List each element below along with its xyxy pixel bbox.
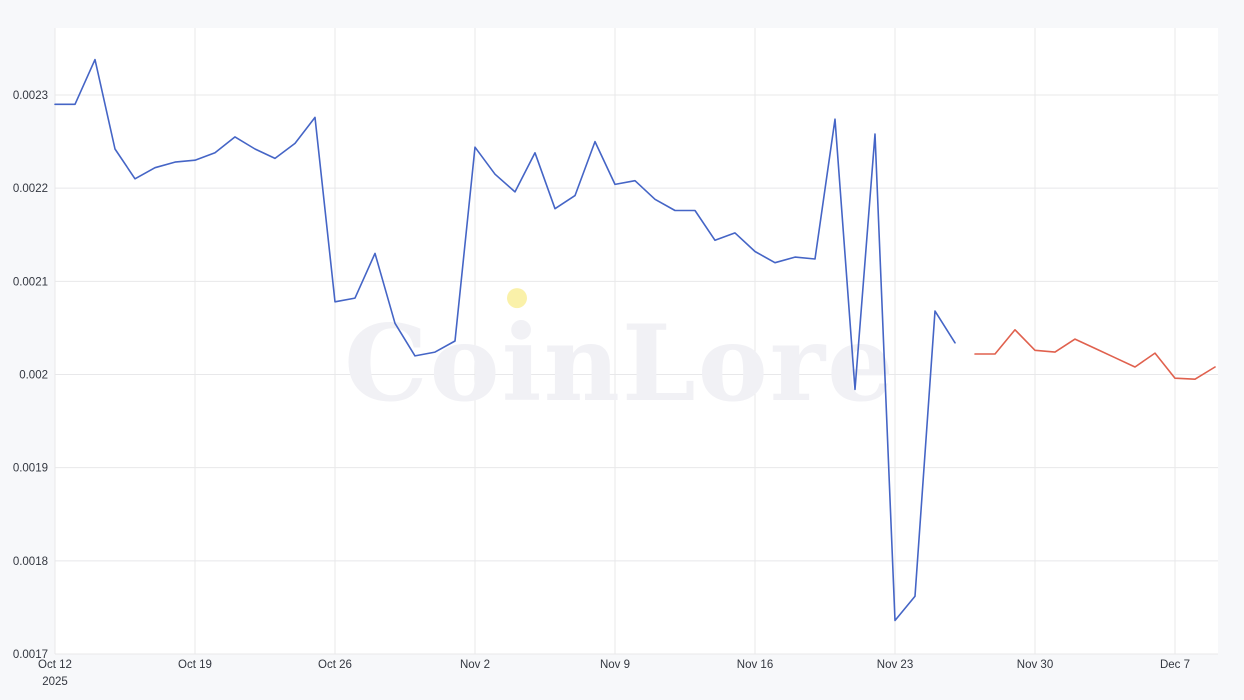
x-axis-tick-label: Oct 12 — [38, 659, 72, 671]
x-axis-tick-label: Nov 9 — [600, 659, 630, 671]
y-axis-tick-label: 0.0021 — [13, 276, 48, 288]
x-axis-tick-label: Nov 23 — [877, 659, 913, 671]
y-axis-tick-label: 0.0018 — [13, 556, 48, 568]
highlight-dot — [507, 288, 527, 309]
x-axis-tick-label: Oct 26 — [318, 659, 352, 671]
x-axis-tick-label: Nov 2 — [460, 659, 490, 671]
y-axis-tick-label: 0.0019 — [13, 463, 48, 475]
x-axis-tick-label: Nov 16 — [737, 659, 773, 671]
y-axis-tick-label: 0.0017 — [13, 649, 48, 661]
y-axis-tick-label: 0.0022 — [13, 183, 48, 195]
price-history-line[interactable] — [54, 58, 956, 622]
x-axis-tick-label: Dec 7 — [1160, 659, 1190, 671]
plot-area[interactable] — [55, 28, 1218, 654]
x-axis-year-label: 2025 — [42, 676, 68, 688]
x-axis-tick-label: Nov 30 — [1017, 659, 1053, 671]
forecast-line[interactable] — [974, 328, 1216, 381]
y-axis-tick-label: 0.0023 — [13, 90, 48, 102]
watermark-text: CoinLore — [344, 301, 896, 425]
x-axis-tick-label: Oct 19 — [178, 659, 212, 671]
y-axis-tick-label: 0.002 — [19, 370, 48, 382]
